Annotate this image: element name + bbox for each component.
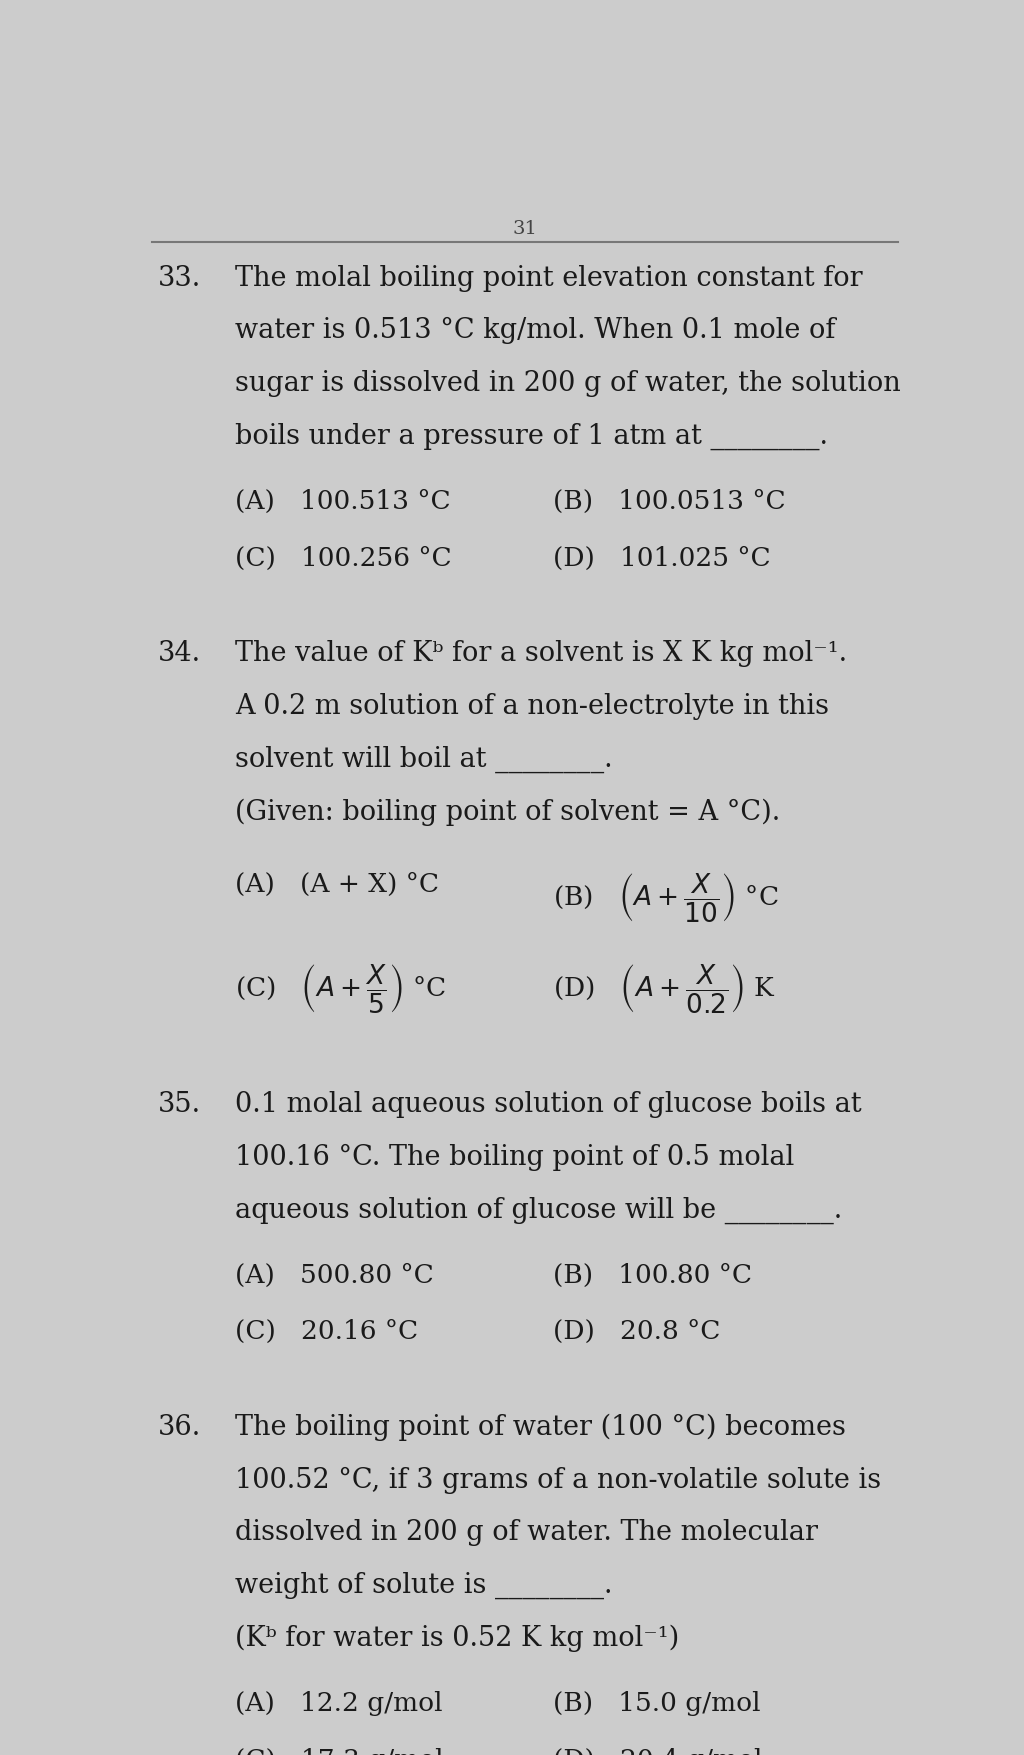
Text: aqueous solution of glucose will be ________.: aqueous solution of glucose will be ____… <box>236 1197 843 1223</box>
Text: (Given: boiling point of solvent = A °C).: (Given: boiling point of solvent = A °C)… <box>236 799 780 827</box>
Text: (Kᵇ for water is 0.52 K kg mol⁻¹): (Kᵇ for water is 0.52 K kg mol⁻¹) <box>236 1625 679 1651</box>
Text: (A)   (A + X) °C: (A) (A + X) °C <box>236 872 439 897</box>
Text: (D)   20.4 g/mol: (D) 20.4 g/mol <box>553 1748 762 1755</box>
Text: The molal boiling point elevation constant for: The molal boiling point elevation consta… <box>236 265 863 291</box>
Text: (D)   20.8 °C: (D) 20.8 °C <box>553 1320 720 1344</box>
Text: (B)   $\left(A+\dfrac{X}{10}\right)$ °C: (B) $\left(A+\dfrac{X}{10}\right)$ °C <box>553 872 778 925</box>
Text: dissolved in 200 g of water. The molecular: dissolved in 200 g of water. The molecul… <box>236 1520 818 1546</box>
Text: (A)   100.513 °C: (A) 100.513 °C <box>236 490 451 514</box>
Text: (C)   100.256 °C: (C) 100.256 °C <box>236 546 452 570</box>
Text: (B)   100.80 °C: (B) 100.80 °C <box>553 1262 752 1288</box>
Text: 31: 31 <box>512 219 538 237</box>
Text: solvent will boil at ________.: solvent will boil at ________. <box>236 746 612 772</box>
Text: (C)   $\left(A+\dfrac{X}{5}\right)$ °C: (C) $\left(A+\dfrac{X}{5}\right)$ °C <box>236 962 446 1014</box>
Text: (B)   100.0513 °C: (B) 100.0513 °C <box>553 490 785 514</box>
Text: 0.1 molal aqueous solution of glucose boils at: 0.1 molal aqueous solution of glucose bo… <box>236 1092 862 1118</box>
Text: (C)   20.16 °C: (C) 20.16 °C <box>236 1320 418 1344</box>
Text: (A)   12.2 g/mol: (A) 12.2 g/mol <box>236 1690 442 1716</box>
Text: (A)   500.80 °C: (A) 500.80 °C <box>236 1262 434 1288</box>
Text: (B)   15.0 g/mol: (B) 15.0 g/mol <box>553 1690 760 1716</box>
Text: A 0.2 m solution of a non-electrolyte in this: A 0.2 m solution of a non-electrolyte in… <box>236 693 829 720</box>
Text: (D)   $\left(A+\dfrac{X}{0.2}\right)$ K: (D) $\left(A+\dfrac{X}{0.2}\right)$ K <box>553 962 775 1014</box>
Text: 100.16 °C. The boiling point of 0.5 molal: 100.16 °C. The boiling point of 0.5 mola… <box>236 1144 795 1171</box>
Text: (D)   101.025 °C: (D) 101.025 °C <box>553 546 770 570</box>
Text: weight of solute is ________.: weight of solute is ________. <box>236 1572 612 1599</box>
Text: 33.: 33. <box>158 265 202 291</box>
Text: sugar is dissolved in 200 g of water, the solution: sugar is dissolved in 200 g of water, th… <box>236 370 901 397</box>
Text: 35.: 35. <box>158 1092 202 1118</box>
Text: 100.52 °C, if 3 grams of a non-volatile solute is: 100.52 °C, if 3 grams of a non-volatile … <box>236 1467 882 1494</box>
Text: water is 0.513 °C kg/mol. When 0.1 mole of: water is 0.513 °C kg/mol. When 0.1 mole … <box>236 318 836 344</box>
Text: boils under a pressure of 1 atm at ________.: boils under a pressure of 1 atm at _____… <box>236 423 828 449</box>
Text: 36.: 36. <box>158 1415 202 1441</box>
Text: The boiling point of water (100 °C) becomes: The boiling point of water (100 °C) beco… <box>236 1415 846 1441</box>
Text: (C)   17.3 g/mol: (C) 17.3 g/mol <box>236 1748 443 1755</box>
Text: The value of Kᵇ for a solvent is X K kg mol⁻¹.: The value of Kᵇ for a solvent is X K kg … <box>236 641 847 667</box>
Text: 34.: 34. <box>158 641 202 667</box>
